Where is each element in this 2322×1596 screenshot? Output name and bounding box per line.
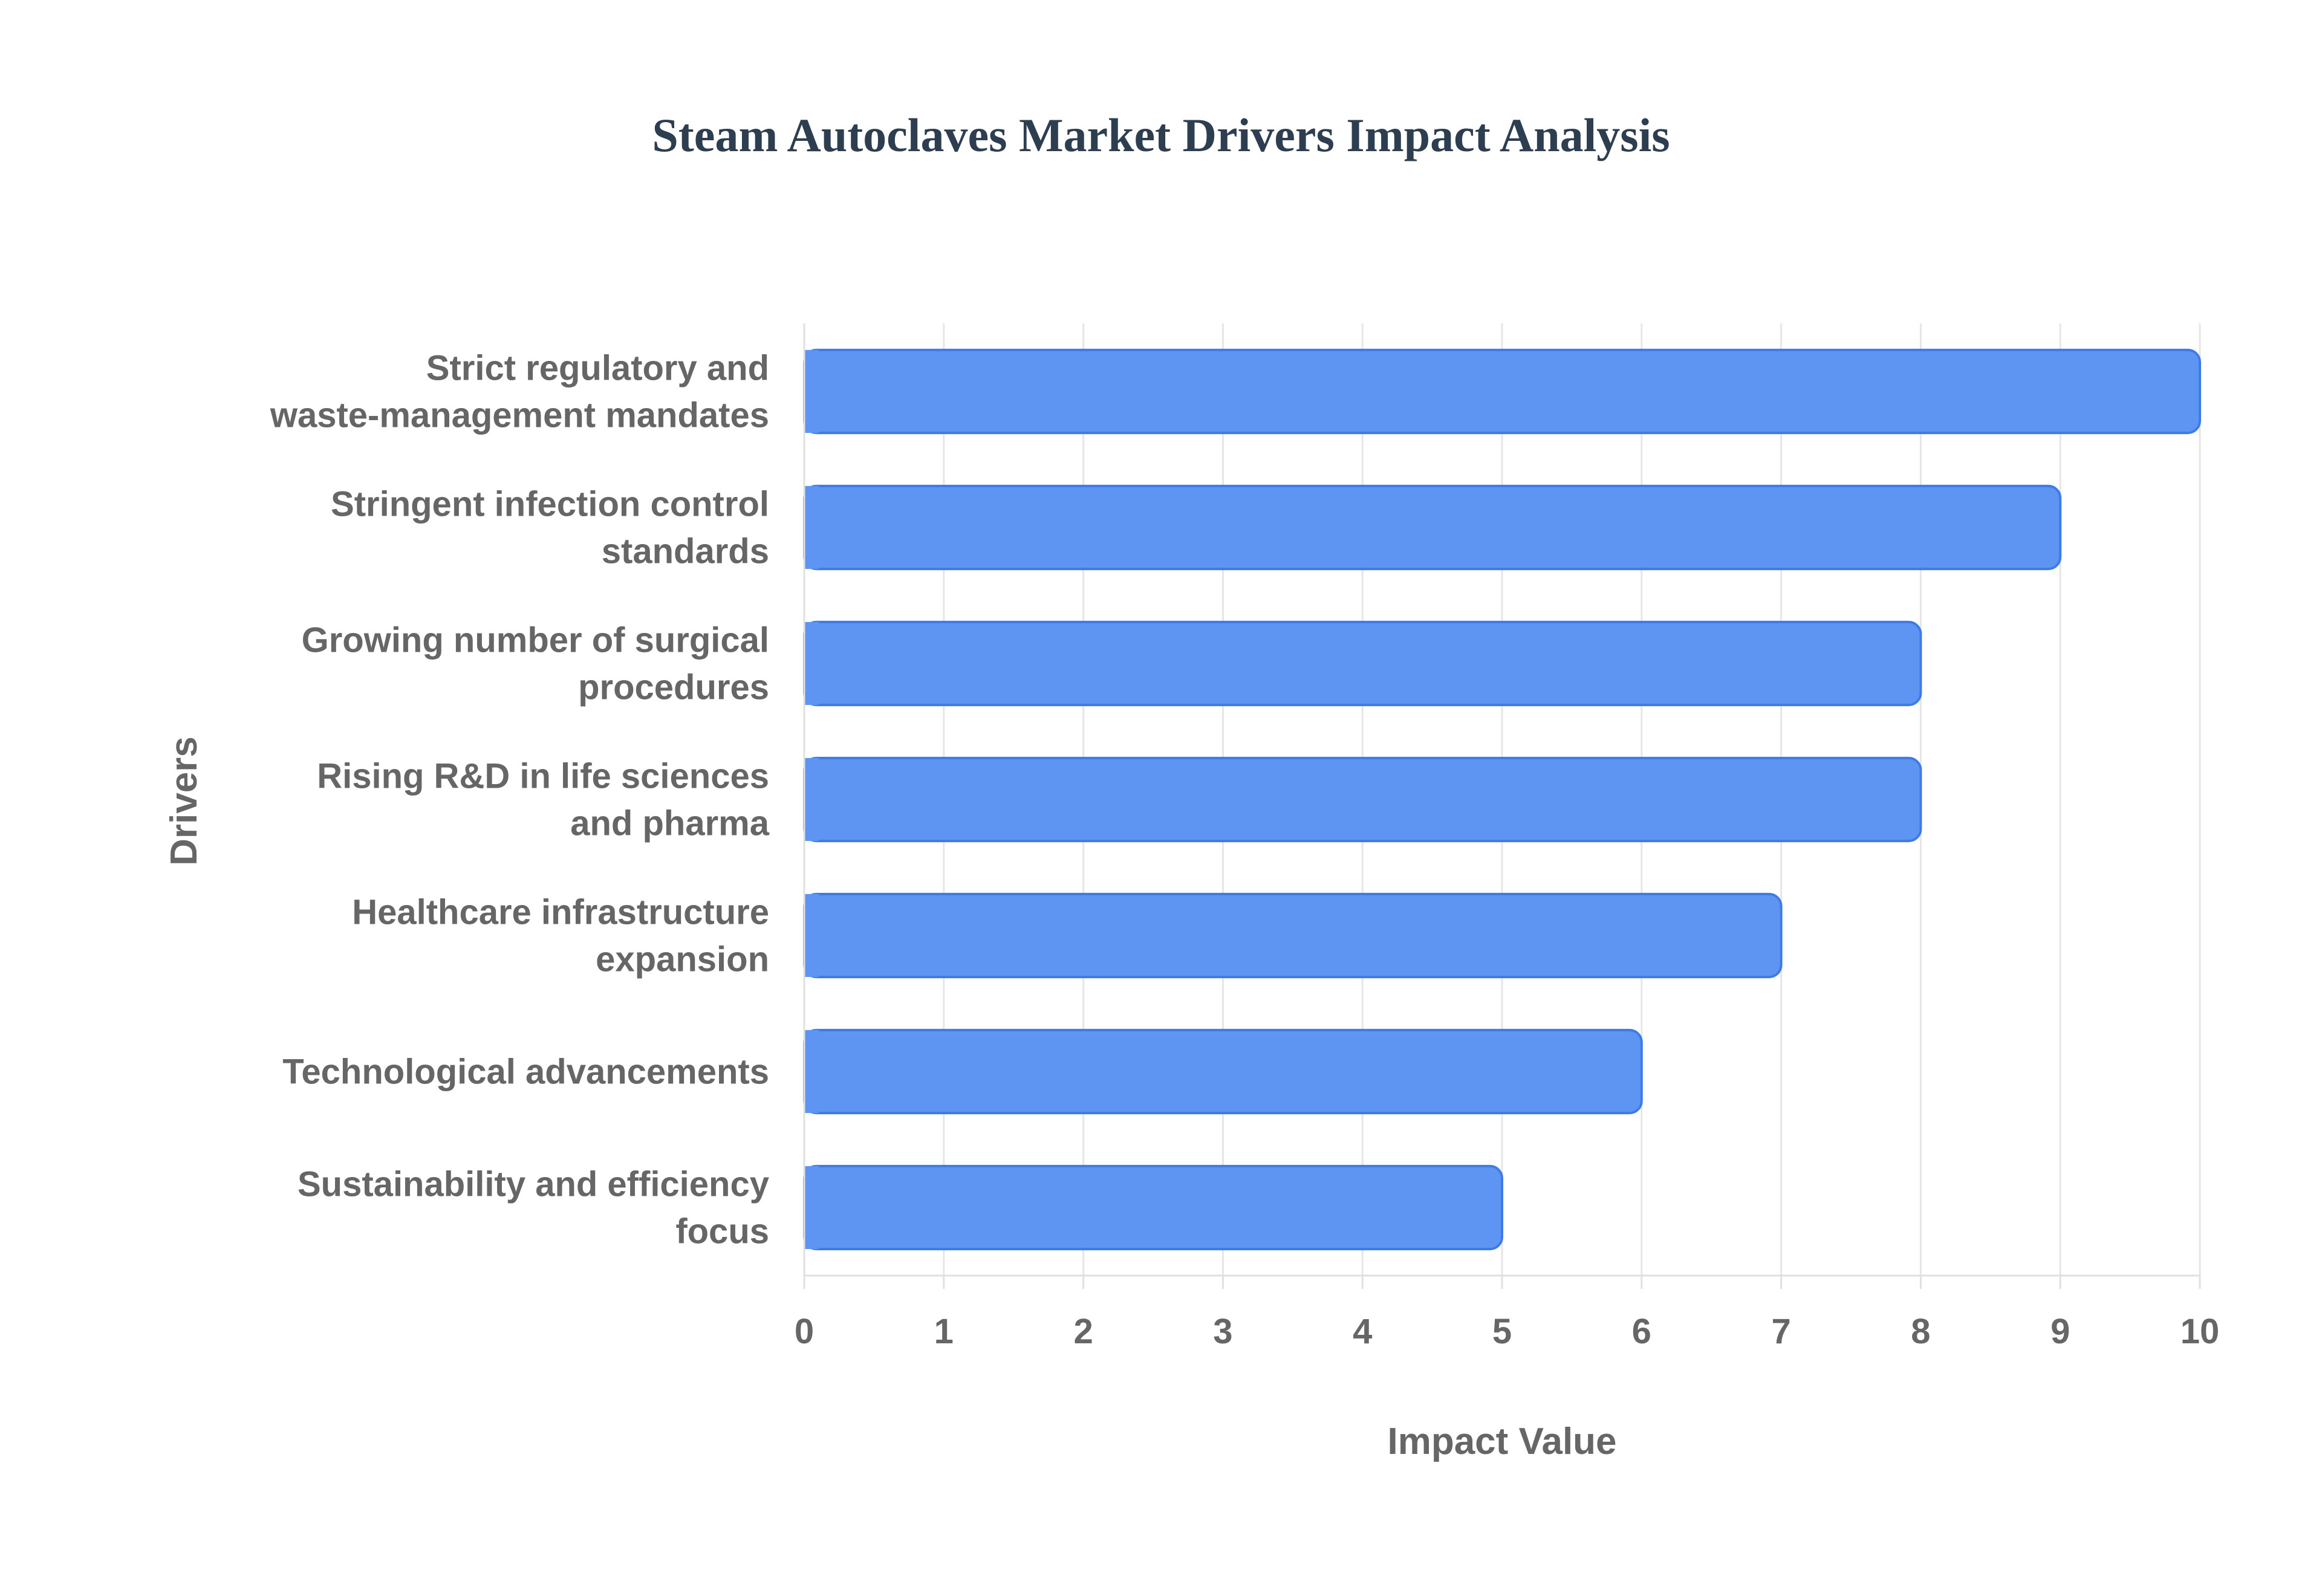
axes [803,323,2201,1289]
bars [803,348,2201,1251]
bar-left-edge [804,894,819,978]
y-category-label: Strict regulatory and waste-management ma… [270,349,769,435]
x-tick-label: 10 [2181,1312,2220,1351]
y-category-label-line: Sustainability and efficiency [298,1165,769,1204]
y-category-label: Rising R&D in life sciences and pharma [317,757,770,843]
y-category-label-line: Healthcare infrastructure [352,893,769,932]
x-tick-labels: 0 1 2 3 4 5 6 7 8 9 10 [795,1312,2219,1351]
bar [803,348,2201,435]
bar-left-edge [804,485,819,569]
y-category-label-line: expansion [596,940,769,979]
bar [803,1028,1643,1115]
y-category-label-line: focus [675,1212,769,1251]
y-category-label: Stringent infection control standards [331,485,769,571]
x-tick-label: 1 [934,1312,954,1351]
bar-left-edge [804,621,819,706]
y-category-label-line: Technological advancements [282,1053,769,1092]
y-category-label-line: and pharma [570,804,769,843]
y-category-label-line: standards [602,532,769,571]
bar [803,756,1922,843]
y-category-label-line: Stringent infection control [331,485,769,524]
x-tick-label: 9 [2050,1312,2070,1351]
y-category-labels: Strict regulatory and waste-management ma… [270,349,770,1251]
x-tick-label: 7 [1771,1312,1790,1351]
y-category-label: Healthcare infrastructure expansion [352,893,769,979]
y-category-label-line: waste-management mandates [270,396,769,435]
y-category-label: Sustainability and efficiency focus [298,1165,769,1251]
bar [803,620,1922,707]
y-category-label: Growing number of surgical procedures [302,621,769,707]
bar-left-edge [804,349,819,433]
x-tick-label: 5 [1492,1312,1512,1351]
y-category-label: Technological advancements [282,1053,769,1092]
y-axis-title: Drivers [163,736,205,866]
bar-left-edge [804,1030,819,1114]
bar-left-edge [804,757,819,842]
chart-title: Steam Autoclaves Market Drivers Impact A… [652,109,1670,161]
bar-left-edge [804,1166,819,1250]
y-category-label-line: procedures [578,668,769,707]
x-tick-label: 4 [1353,1312,1372,1351]
bar [803,892,1783,979]
x-tick-label: 6 [1632,1312,1651,1351]
x-tick-label: 2 [1073,1312,1093,1351]
y-category-label-line: Rising R&D in life sciences [317,757,769,796]
x-tick-label: 8 [1911,1312,1930,1351]
y-category-label-line: Strict regulatory and [426,349,769,388]
x-tick-label: 3 [1213,1312,1232,1351]
x-axis-title: Impact Value [1387,1421,1616,1462]
x-tick-label: 0 [795,1312,814,1351]
bar [803,484,2062,571]
y-category-label-line: Growing number of surgical [302,621,769,660]
bar [803,1164,1503,1251]
